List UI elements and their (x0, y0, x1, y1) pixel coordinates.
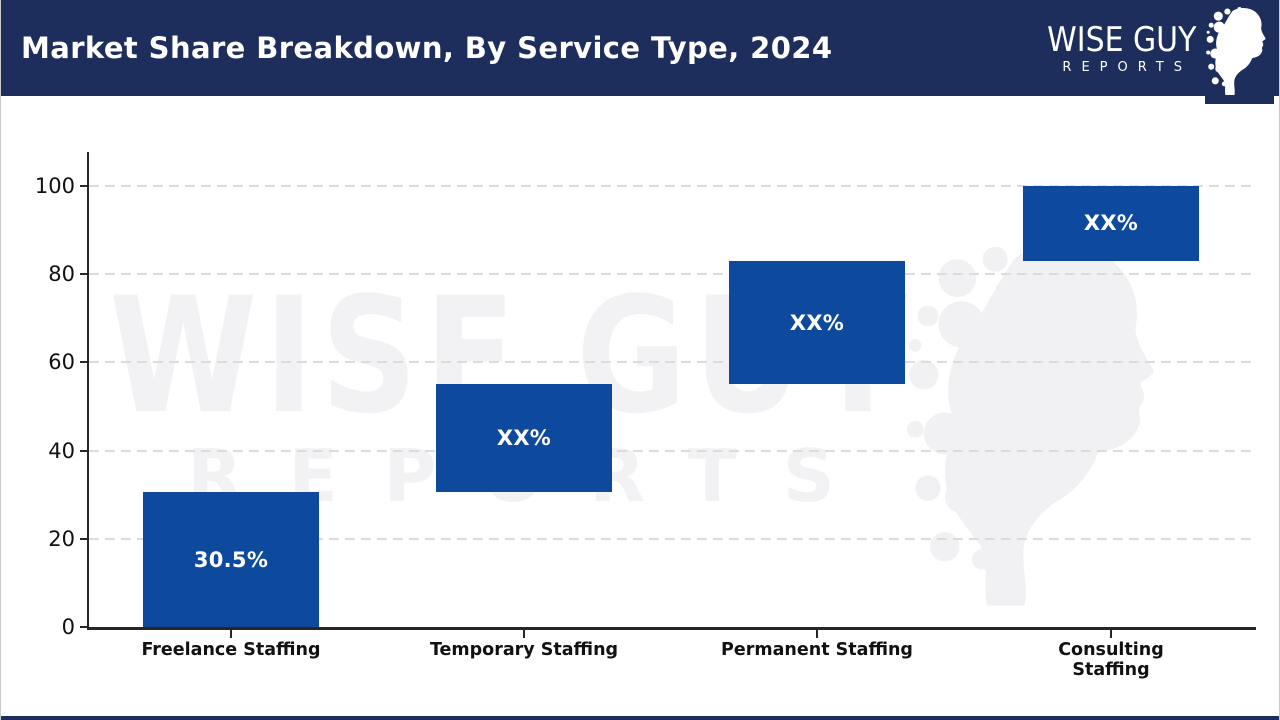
x-tick-label-1: Freelance Staffing (141, 640, 321, 660)
y-tick-label-60: 60 (48, 350, 75, 375)
bar-temporary-staffing: XX% (436, 384, 612, 493)
x-tick-label-4: Consulting Staffing (1058, 640, 1164, 680)
brand-logo-text: WISE GUY REPORTS (1037, 22, 1207, 76)
bar-permanent-staffing: XX% (729, 260, 905, 385)
x-tick-4 (1110, 630, 1112, 638)
brand-logo-background (1205, 96, 1274, 104)
y-tick-0 (80, 626, 89, 628)
y-tick-label-0: 0 (61, 615, 75, 639)
x-tick-2 (523, 630, 525, 638)
x-tick-label-3: Permanent Staffing (721, 640, 913, 660)
brand-name: WISE GUY (1047, 20, 1197, 60)
footer-bar (1, 716, 1279, 720)
x-tick-1 (230, 630, 232, 638)
x-axis-line (87, 627, 1256, 630)
bar-consulting-staffing: XX% (1023, 186, 1199, 261)
gridline-100 (89, 185, 1254, 187)
y-tick-40 (80, 449, 89, 452)
header: Market Share Breakdown, By Service Type,… (1, 0, 1279, 96)
bar-value-label: 30.5% (193, 547, 269, 572)
gridline-60 (89, 361, 1254, 364)
x-tick-3 (816, 630, 818, 638)
x-tick-label-2: Temporary Staffing (429, 640, 619, 660)
y-tick-label-80: 80 (48, 262, 75, 287)
y-axis-line (87, 152, 89, 630)
y-tick-label-20: 20 (48, 526, 75, 551)
y-tick-60 (80, 361, 89, 364)
brand-head-icon (1206, 7, 1266, 95)
watermark-head-icon (906, 240, 1154, 606)
y-tick-label-40: 40 (48, 438, 75, 463)
bar-value-label: XX% (789, 310, 845, 335)
gridline-40 (89, 449, 1254, 452)
bar-freelance-staffing: 30.5% (143, 492, 319, 627)
gridline-80 (89, 273, 1254, 276)
y-tick-100 (80, 185, 89, 187)
y-tick-label-100: 100 (34, 174, 75, 198)
page-title: Market Share Breakdown, By Service Type,… (21, 31, 833, 65)
brand-logo: WISE GUY REPORTS (1003, 0, 1273, 96)
bar-value-label: XX% (1083, 211, 1139, 236)
bar-value-label: XX% (496, 426, 552, 451)
gridline-20 (89, 537, 1254, 540)
y-tick-80 (80, 273, 89, 276)
y-tick-20 (80, 537, 89, 540)
brand-subtitle: REPORTS (1062, 60, 1193, 75)
